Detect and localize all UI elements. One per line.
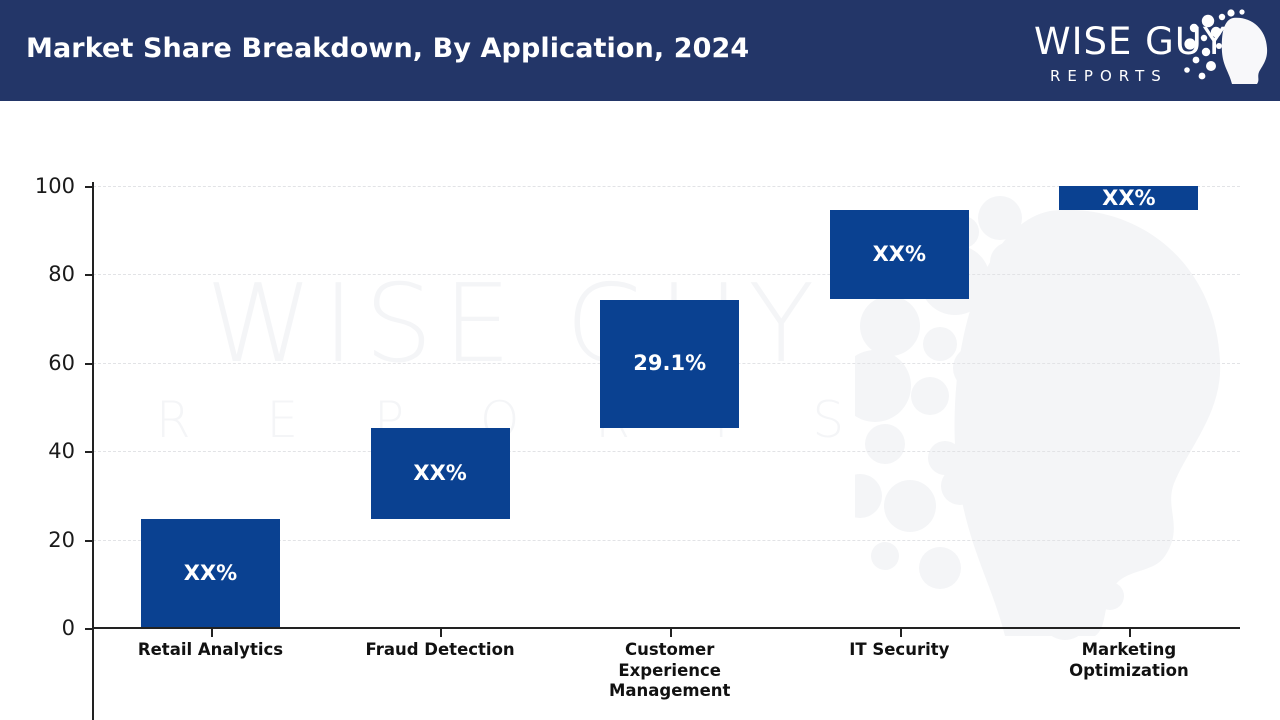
ytick-mark-40 [85,451,93,454]
bar-retail-analytics[interactable]: XX% [141,519,280,628]
gridline-40 [93,451,1240,453]
xaxis-label-fraud-detection: Fraud Detection [365,640,515,659]
xaxis-label-it-security: IT Security [849,640,950,659]
bar-it-security[interactable]: XX% [829,210,969,300]
y-axis-line [92,182,94,720]
ytick-label-0: 0 [61,616,75,640]
logo-svg: WISE GUY REPORTS [1034,9,1268,85]
xtick-mark-1 [440,628,443,637]
bar-customer-experience-management[interactable]: 29.1% [600,299,740,429]
x-axis-line [93,627,1240,629]
ytick-mark-60 [85,362,93,365]
gridline-100 [93,186,1240,187]
logo-head-icon [1184,9,1268,84]
bar-label-0: XX% [183,561,238,586]
xtick-mark-2 [669,628,672,637]
xtick-mark-3 [899,628,902,637]
xaxis-label-marketing-optimization: Marketing Optimization [1069,640,1189,680]
ytick-mark-0 [85,628,93,630]
page-title: Market Share Breakdown, By Application, … [26,33,750,64]
ytick-mark-80 [85,274,93,277]
bar-fraud-detection[interactable]: XX% [370,428,510,520]
bar-label-2: 29.1% [633,351,707,376]
ytick-label-100: 100 [34,174,75,198]
ytick-mark-20 [85,539,93,542]
bar-marketing-optimization[interactable]: XX% [1059,185,1199,211]
logo-wordmark-secondary: REPORTS [1050,67,1168,85]
header-band: Market Share Breakdown, By Application, … [0,0,1280,101]
wise-guy-reports-logo: WISE GUY REPORTS [1026,8,1274,94]
ytick-label-80: 80 [48,262,75,287]
gridline-80 [93,274,1240,276]
ytick-label-40: 40 [48,439,75,464]
ytick-mark-100 [85,186,93,188]
bar-label-1: XX% [413,461,467,486]
gridline-20 [93,539,1240,541]
bar-label-3: XX% [872,242,927,267]
ytick-label-20: 20 [48,527,75,552]
xtick-mark-0 [210,628,213,637]
chart-body: WISE GUY R E P O R T S [0,101,1280,720]
xtick-mark-4 [1129,628,1132,637]
xaxis-label-retail-analytics: Retail Analytics [137,640,284,659]
ytick-label-60: 60 [48,350,75,375]
plot-area: 100 80 60 40 20 0 XX% XX% 29.1% XX% [35,174,1240,700]
xaxis-label-customer-experience-management: Customer Experience Management [608,640,731,701]
bar-label-4: XX% [1102,185,1156,210]
